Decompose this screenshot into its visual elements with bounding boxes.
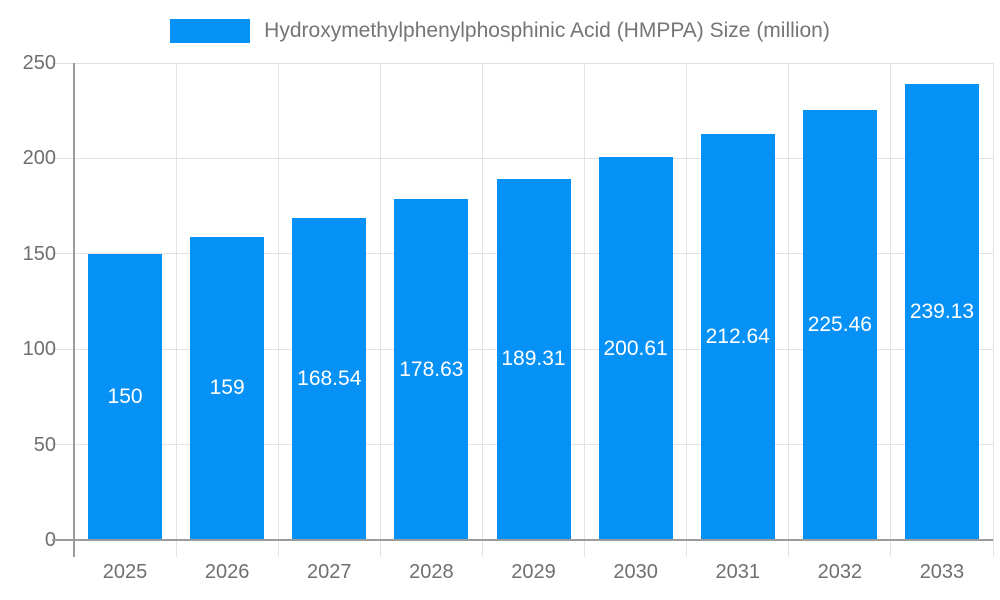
legend-item[interactable]: Hydroxymethylphenylphosphinic Acid (HMPP… bbox=[0, 17, 1000, 45]
gridline-h bbox=[52, 62, 993, 64]
x-tick-label: 2031 bbox=[715, 561, 760, 583]
bar-value-label: 212.64 bbox=[705, 325, 770, 349]
gridline-v bbox=[584, 63, 586, 557]
x-tick-label: 2029 bbox=[511, 561, 556, 583]
bar[interactable]: 168.54 bbox=[292, 218, 367, 540]
bar[interactable]: 159 bbox=[190, 236, 265, 540]
y-tick-label: 0 bbox=[44, 529, 56, 551]
y-tick-label: 100 bbox=[22, 338, 56, 361]
x-tick-label: 2028 bbox=[409, 561, 454, 583]
bar[interactable]: 178.63 bbox=[394, 199, 469, 540]
gridline-v bbox=[890, 63, 892, 557]
gridline-h bbox=[52, 157, 993, 159]
x-tick-label: 2026 bbox=[204, 561, 250, 583]
bar-value-label: 159 bbox=[209, 376, 245, 400]
x-tick-label: 2027 bbox=[307, 561, 352, 583]
gridline-v bbox=[992, 63, 994, 557]
gridline-v bbox=[686, 63, 688, 557]
y-tick-label: 250 bbox=[22, 52, 56, 74]
y-tick-label: 200 bbox=[22, 147, 56, 170]
bar-value-label: 168.54 bbox=[297, 367, 362, 391]
y-axis-line bbox=[73, 63, 75, 557]
legend-swatch bbox=[170, 19, 251, 43]
x-tick-label: 2025 bbox=[102, 561, 148, 583]
x-axis-line bbox=[52, 539, 993, 541]
bar-value-label: 150 bbox=[107, 384, 143, 408]
x-tick-label: 2030 bbox=[613, 561, 658, 583]
legend-label: Hydroxymethylphenylphosphinic Acid (HMPP… bbox=[264, 19, 830, 42]
gridline-v bbox=[379, 63, 381, 557]
bar-value-label: 225.46 bbox=[807, 312, 872, 336]
x-tick-label: 2032 bbox=[817, 561, 863, 583]
bar-value-label: 189.31 bbox=[501, 347, 566, 371]
gridline-v bbox=[481, 63, 483, 557]
bar[interactable]: 225.46 bbox=[802, 109, 877, 540]
bar[interactable]: 239.13 bbox=[904, 83, 979, 540]
bar[interactable]: 212.64 bbox=[700, 134, 775, 540]
gridline-v bbox=[175, 63, 177, 557]
gridline-v bbox=[788, 63, 790, 557]
bar-value-label: 239.13 bbox=[909, 299, 975, 323]
gridline-v bbox=[277, 63, 279, 557]
bar[interactable]: 189.31 bbox=[496, 178, 571, 540]
x-tick-label: 2033 bbox=[919, 561, 965, 583]
bar-value-label: 200.61 bbox=[603, 336, 668, 360]
y-tick-label: 50 bbox=[33, 433, 56, 456]
bar[interactable]: 150 bbox=[88, 253, 163, 540]
bar[interactable]: 200.61 bbox=[598, 157, 673, 540]
y-tick-label: 150 bbox=[22, 242, 56, 265]
bar-value-label: 178.63 bbox=[399, 357, 464, 381]
